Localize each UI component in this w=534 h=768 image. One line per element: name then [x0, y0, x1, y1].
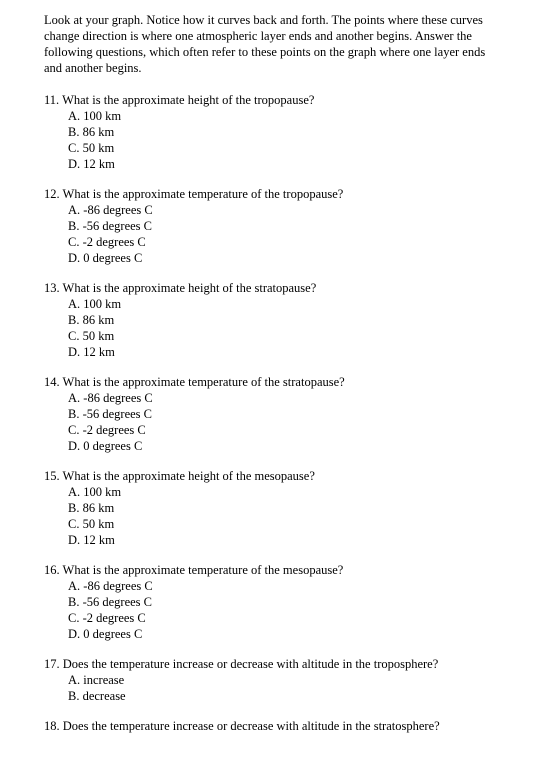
choice: B. decrease: [68, 688, 498, 704]
question-prompt: What is the approximate temperature of t…: [63, 563, 344, 577]
choice: D. 0 degrees C: [68, 250, 498, 266]
choice: C. -2 degrees C: [68, 610, 498, 626]
question-block: 11. What is the approximate height of th…: [44, 92, 498, 172]
question-text: 11. What is the approximate height of th…: [44, 92, 498, 108]
question-text: 15. What is the approximate height of th…: [44, 468, 498, 484]
question-text: 14. What is the approximate temperature …: [44, 374, 498, 390]
choices: A. increase B. decrease: [44, 672, 498, 704]
question-prompt: Does the temperature increase or decreas…: [63, 657, 439, 671]
choice: C. -2 degrees C: [68, 234, 498, 250]
choice: A. -86 degrees C: [68, 578, 498, 594]
choice: B. 86 km: [68, 500, 498, 516]
choice: B. -56 degrees C: [68, 406, 498, 422]
choice: A. 100 km: [68, 108, 498, 124]
choice: A. -86 degrees C: [68, 202, 498, 218]
question-prompt: What is the approximate temperature of t…: [63, 375, 345, 389]
choice: A. 100 km: [68, 296, 498, 312]
choice: D. 12 km: [68, 344, 498, 360]
question-number: 13.: [44, 281, 60, 295]
question-number: 14.: [44, 375, 60, 389]
choice: A. increase: [68, 672, 498, 688]
choice: B. 86 km: [68, 312, 498, 328]
question-prompt: What is the approximate temperature of t…: [63, 187, 344, 201]
question-block: 18. Does the temperature increase or dec…: [44, 718, 498, 734]
question-text: 12. What is the approximate temperature …: [44, 186, 498, 202]
choice: B. -56 degrees C: [68, 594, 498, 610]
choices: A. 100 km B. 86 km C. 50 km D. 12 km: [44, 484, 498, 548]
choice: B. 86 km: [68, 124, 498, 140]
question-block: 14. What is the approximate temperature …: [44, 374, 498, 454]
choice: C. -2 degrees C: [68, 422, 498, 438]
question-number: 15.: [44, 469, 60, 483]
choice: D. 0 degrees C: [68, 626, 498, 642]
question-block: 15. What is the approximate height of th…: [44, 468, 498, 548]
choice: D. 0 degrees C: [68, 438, 498, 454]
choice: D. 12 km: [68, 156, 498, 172]
choice: B. -56 degrees C: [68, 218, 498, 234]
question-prompt: What is the approximate height of the me…: [63, 469, 315, 483]
choices: A. -86 degrees C B. -56 degrees C C. -2 …: [44, 390, 498, 454]
question-number: 18.: [44, 719, 60, 733]
question-text: 16. What is the approximate temperature …: [44, 562, 498, 578]
question-text: 13. What is the approximate height of th…: [44, 280, 498, 296]
question-block: 12. What is the approximate temperature …: [44, 186, 498, 266]
question-prompt: What is the approximate height of the st…: [63, 281, 317, 295]
question-text: 17. Does the temperature increase or dec…: [44, 656, 498, 672]
intro-text: Look at your graph. Notice how it curves…: [44, 12, 498, 76]
choice: A. -86 degrees C: [68, 390, 498, 406]
question-block: 13. What is the approximate height of th…: [44, 280, 498, 360]
question-number: 17.: [44, 657, 60, 671]
choice: C. 50 km: [68, 140, 498, 156]
question-text: 18. Does the temperature increase or dec…: [44, 718, 498, 734]
choices: A. 100 km B. 86 km C. 50 km D. 12 km: [44, 108, 498, 172]
choice: C. 50 km: [68, 328, 498, 344]
question-block: 16. What is the approximate temperature …: [44, 562, 498, 642]
question-block: 17. Does the temperature increase or dec…: [44, 656, 498, 704]
question-prompt: Does the temperature increase or decreas…: [63, 719, 440, 733]
choice: A. 100 km: [68, 484, 498, 500]
question-number: 16.: [44, 563, 60, 577]
page: Look at your graph. Notice how it curves…: [0, 0, 534, 768]
question-number: 12.: [44, 187, 60, 201]
question-number: 11.: [44, 93, 59, 107]
choices: A. -86 degrees C B. -56 degrees C C. -2 …: [44, 578, 498, 642]
choices: A. 100 km B. 86 km C. 50 km D. 12 km: [44, 296, 498, 360]
choice: D. 12 km: [68, 532, 498, 548]
choice: C. 50 km: [68, 516, 498, 532]
choices: A. -86 degrees C B. -56 degrees C C. -2 …: [44, 202, 498, 266]
question-prompt: What is the approximate height of the tr…: [62, 93, 314, 107]
